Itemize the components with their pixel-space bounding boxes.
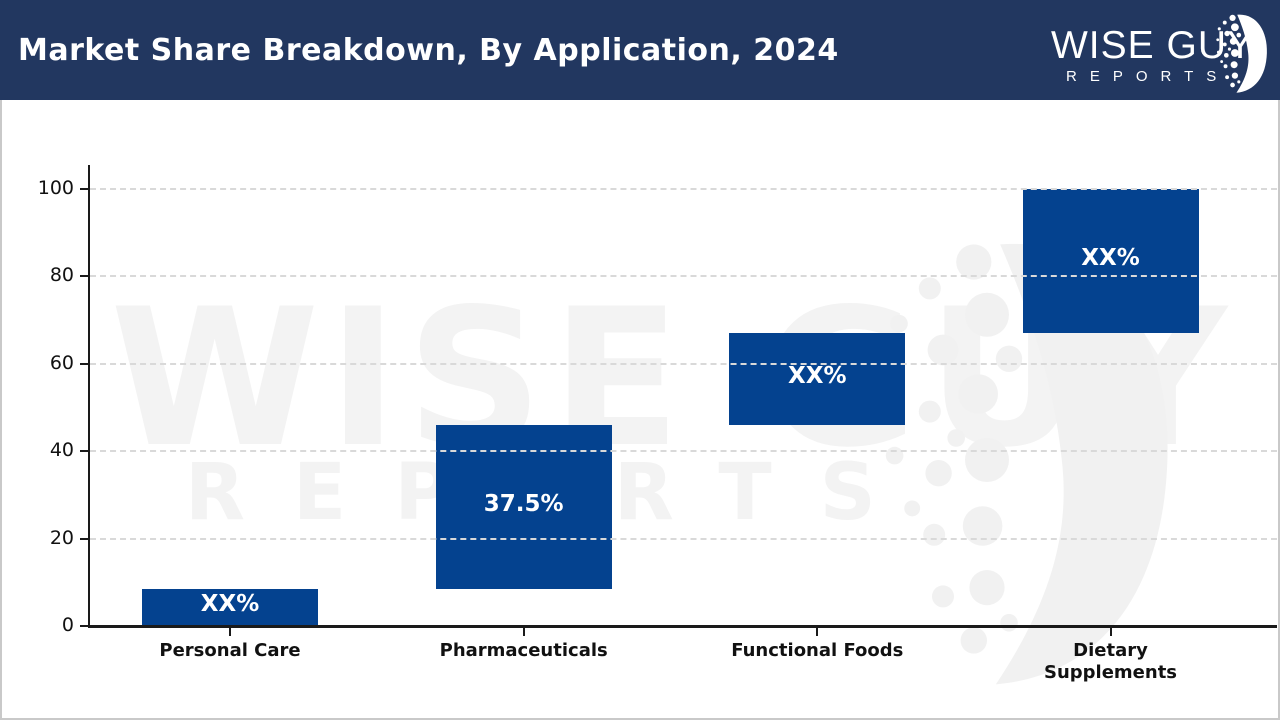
- y-tick-label-60: 60: [49, 351, 74, 374]
- watermark-dotted-head-icon: [745, 215, 1185, 709]
- header-bar: Market Share Breakdown, By Application, …: [0, 0, 1280, 100]
- bar-value-label: XX%: [788, 362, 847, 389]
- y-tick-label-80: 80: [49, 264, 74, 286]
- wise-guy-logo: WISE GUY REPORTS: [1006, 6, 1267, 98]
- x-tick-mark: [522, 628, 525, 636]
- y-tick-mark-100: [80, 187, 88, 190]
- page-title: Market Share Breakdown, By Application, …: [18, 33, 839, 68]
- y-tick-label-40: 40: [49, 439, 74, 461]
- gridline-80: [90, 275, 1277, 277]
- bar-dietary-supplements: [1022, 188, 1199, 333]
- y-tick-mark-0: [80, 625, 88, 627]
- bar-personal-care: [142, 588, 318, 626]
- bar-value-label: XX%: [200, 591, 260, 618]
- gridline-20: [90, 537, 1277, 540]
- y-tick-label-0: 0: [61, 614, 74, 636]
- x-tick-mark: [229, 628, 231, 636]
- x-tick-mark: [1109, 628, 1112, 636]
- logo-subtitle: REPORTS: [1066, 68, 1230, 85]
- gridline-60: [90, 362, 1277, 365]
- x-axis-label-4: Dietary Supplements: [1043, 640, 1178, 683]
- logo-wordmark: WISE GUY: [1051, 24, 1255, 67]
- x-axis-label-2: Pharmaceuticals: [439, 640, 608, 661]
- gridline-40: [90, 450, 1277, 452]
- page-border-right: [1278, 100, 1280, 720]
- bar-value-label: 37.5%: [483, 490, 564, 517]
- x-axis-label-1: Personal Care: [159, 640, 301, 661]
- y-axis-line: [88, 165, 90, 628]
- y-tick-mark-80: [80, 275, 88, 277]
- y-tick-mark-60: [80, 362, 88, 365]
- page-border-bottom: [0, 718, 1280, 720]
- x-tick-mark: [816, 628, 819, 636]
- dotted-head-icon: [1192, 10, 1270, 100]
- x-axis-line: [88, 625, 1277, 628]
- y-tick-mark-40: [80, 450, 88, 452]
- bar-functional-foods: [729, 332, 906, 425]
- bar-pharmaceuticals: [435, 424, 612, 589]
- x-axis-label-3: Functional Foods: [731, 640, 904, 661]
- gridline-100: [90, 187, 1277, 190]
- page-border-left: [0, 100, 2, 720]
- bar-value-label: XX%: [1081, 244, 1140, 271]
- y-tick-label-100: 100: [37, 176, 74, 199]
- y-tick-mark-20: [80, 537, 88, 540]
- y-tick-label-20: 20: [49, 526, 74, 549]
